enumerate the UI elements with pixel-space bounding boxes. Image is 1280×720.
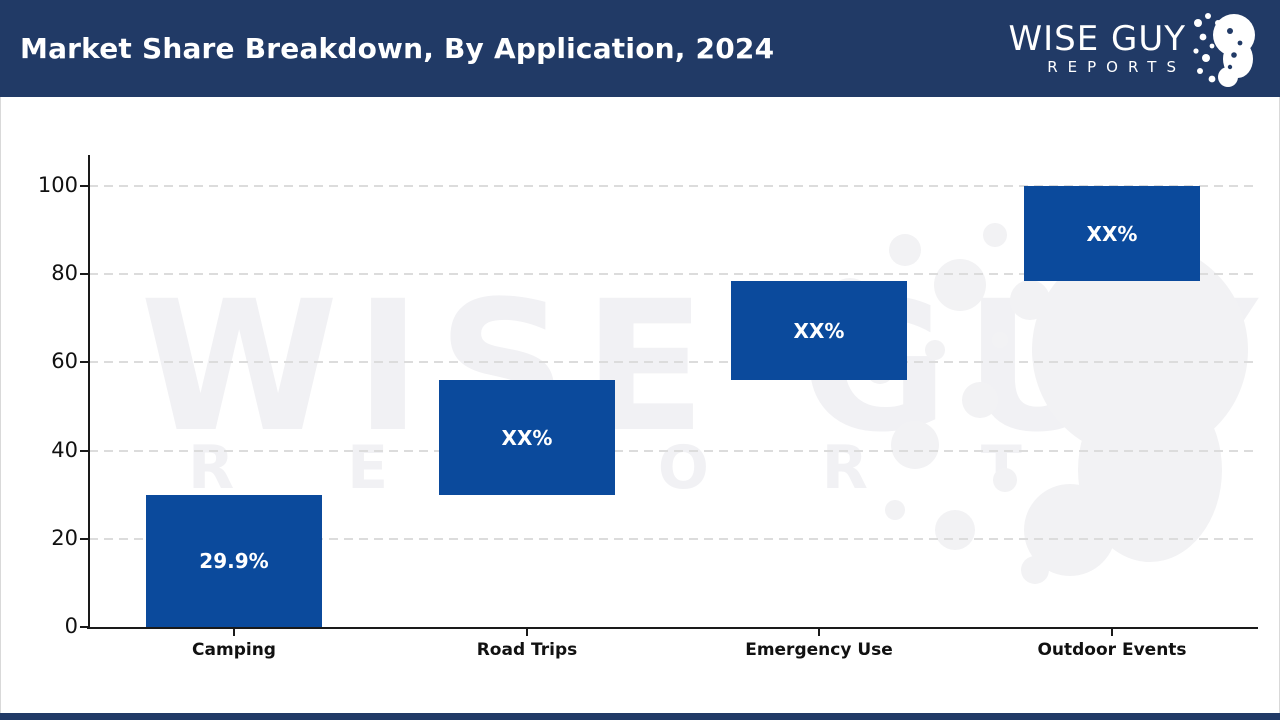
y-tick-label-60: 60 xyxy=(51,349,78,374)
y-tick-80 xyxy=(80,273,88,276)
gridline-80 xyxy=(89,273,1258,276)
x-category-label-0: Camping xyxy=(192,640,276,660)
bar-camping: 29.9% xyxy=(146,495,322,627)
bar-value-label: XX% xyxy=(793,318,845,343)
x-tick-2 xyxy=(818,629,820,636)
logo-wiseguy-label: WISE GUY xyxy=(1008,19,1186,59)
x-category-label-3: Outdoor Events xyxy=(1037,640,1187,660)
gridline-60 xyxy=(89,361,1258,364)
footer-bar xyxy=(0,713,1280,720)
gridline-100 xyxy=(89,185,1258,187)
bar-emergency-use: XX% xyxy=(731,281,907,381)
x-tick-3 xyxy=(1111,629,1113,636)
chart-title: Market Share Breakdown, By Application, … xyxy=(20,32,775,65)
logo-head-icon xyxy=(1193,12,1255,87)
gridline-20 xyxy=(89,537,1258,540)
gridline-40 xyxy=(89,449,1258,452)
wiseguy-logo: WISE GUY REPORTS xyxy=(1008,9,1262,89)
y-axis-spine xyxy=(88,155,90,629)
y-tick-20 xyxy=(80,537,88,540)
bar-value-label: 29.9% xyxy=(199,549,269,574)
y-tick-100 xyxy=(80,185,88,187)
logo-reports-label: REPORTS xyxy=(1047,58,1186,76)
y-tick-60 xyxy=(80,361,88,364)
y-tick-label-100: 100 xyxy=(37,173,78,197)
y-tick-label-20: 20 xyxy=(51,525,78,550)
bar-road-trips: XX% xyxy=(439,380,615,496)
x-axis-spine xyxy=(87,627,1258,629)
x-tick-1 xyxy=(526,629,528,636)
x-category-label-1: Road Trips xyxy=(476,640,578,660)
header-bar: Market Share Breakdown, By Application, … xyxy=(0,0,1280,97)
bar-value-label: XX% xyxy=(1086,221,1138,246)
x-category-label-2: Emergency Use xyxy=(745,640,893,660)
x-tick-0 xyxy=(233,629,235,636)
bar-value-label: XX% xyxy=(501,425,553,450)
y-tick-40 xyxy=(80,449,88,452)
y-tick-label-0: 0 xyxy=(64,614,78,638)
y-tick-0 xyxy=(80,626,88,628)
logo-text: WISE GUY REPORTS xyxy=(1008,22,1186,75)
y-tick-label-40: 40 xyxy=(51,437,78,462)
bar-outdoor-events: XX% xyxy=(1024,186,1200,282)
y-tick-label-80: 80 xyxy=(51,261,78,286)
